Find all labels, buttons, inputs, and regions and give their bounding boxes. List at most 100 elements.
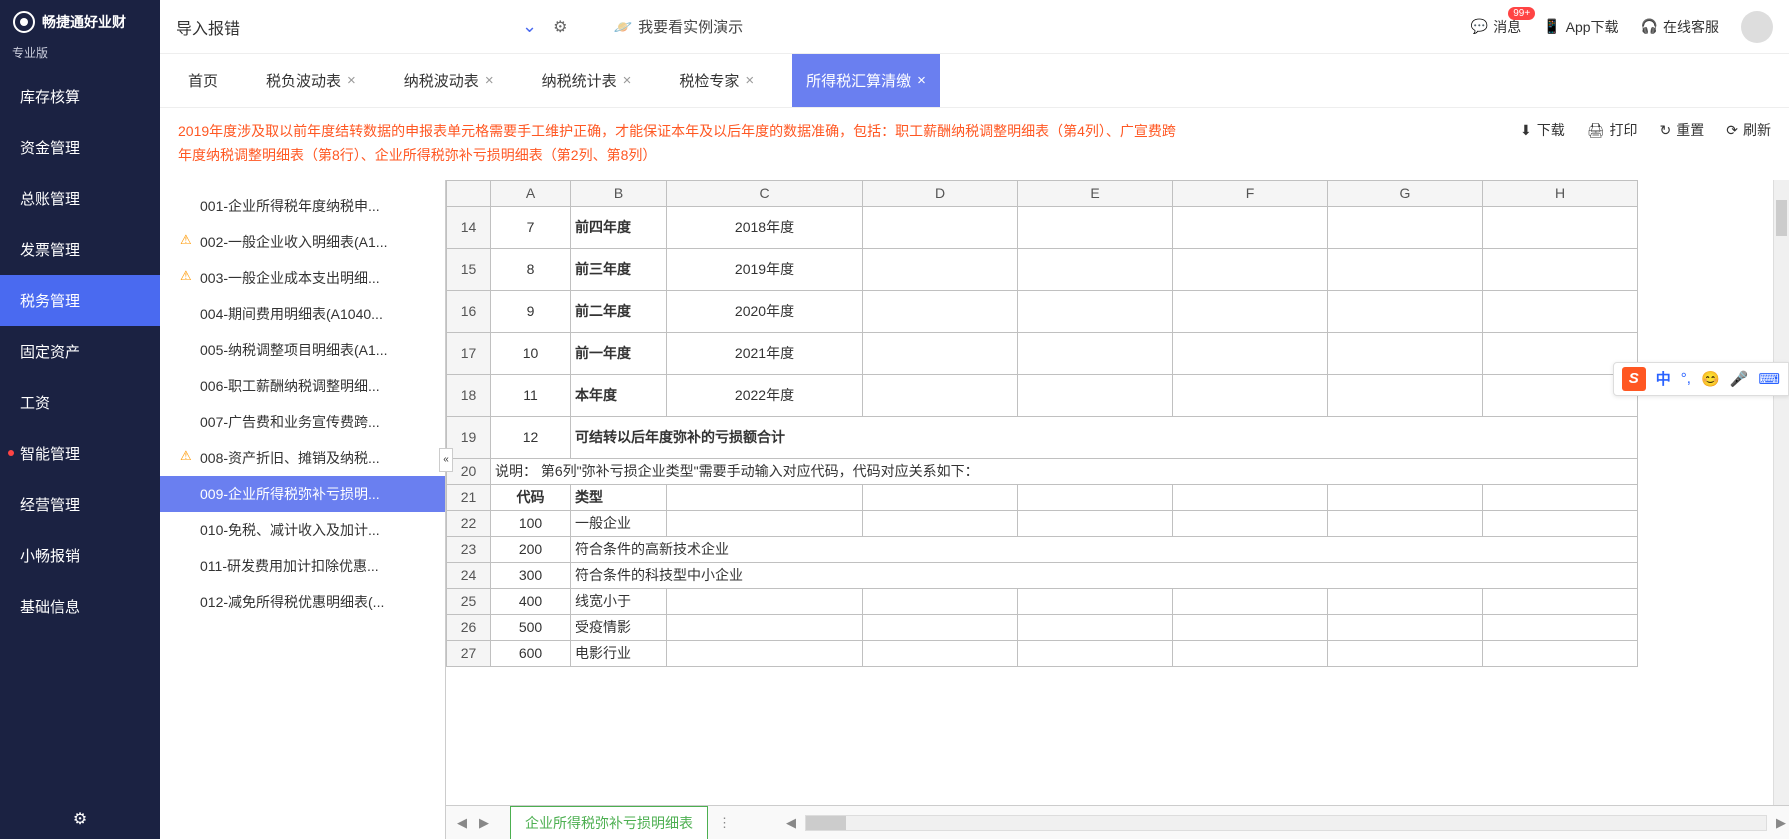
cell[interactable] [1173, 588, 1328, 614]
cell[interactable] [1173, 484, 1328, 510]
chevron-down-icon[interactable]: ⌄ [522, 16, 537, 37]
cell[interactable]: 说明： 第6列"弥补亏损企业类型"需要手动输入对应代码，代码对应关系如下： [491, 458, 1638, 484]
row-header[interactable]: 19 [447, 416, 491, 458]
row-header[interactable]: 24 [447, 562, 491, 588]
cell[interactable] [1173, 374, 1328, 416]
cell[interactable] [1483, 510, 1638, 536]
sidebar-item-2[interactable]: 总账管理 [0, 173, 160, 224]
cell[interactable]: 2018年度 [667, 206, 863, 248]
cell[interactable] [1483, 614, 1638, 640]
cell[interactable] [1018, 614, 1173, 640]
ime-keyboard-icon[interactable]: ⌨ [1758, 370, 1780, 388]
cell[interactable]: 一般企业 [571, 510, 667, 536]
cell[interactable] [863, 290, 1018, 332]
cell[interactable] [1173, 640, 1328, 666]
ime-emoji-icon[interactable]: 😊 [1701, 370, 1720, 388]
tree-item-4[interactable]: 005-纳税调整项目明细表(A1... [160, 332, 445, 368]
tree-item-11[interactable]: 012-减免所得税优惠明细表(... [160, 584, 445, 620]
cell[interactable] [1173, 206, 1328, 248]
cell[interactable] [1328, 640, 1483, 666]
row-header[interactable]: 16 [447, 290, 491, 332]
cell[interactable]: 100 [491, 510, 571, 536]
cell[interactable]: 代码 [491, 484, 571, 510]
row-header[interactable]: 15 [447, 248, 491, 290]
cell[interactable] [1483, 290, 1638, 332]
download-button[interactable]: ⬇下载 [1520, 120, 1565, 140]
close-icon[interactable]: × [623, 72, 632, 89]
col-header-G[interactable]: G [1328, 180, 1483, 206]
col-header-F[interactable]: F [1173, 180, 1328, 206]
cell[interactable]: 线宽小于 [571, 588, 667, 614]
cell[interactable] [1328, 374, 1483, 416]
cell[interactable] [863, 248, 1018, 290]
tree-item-9[interactable]: 010-免税、减计收入及加计... [160, 512, 445, 548]
cell[interactable] [1328, 290, 1483, 332]
cell[interactable] [667, 614, 863, 640]
tree-item-10[interactable]: 011-研发费用加计扣除优惠... [160, 548, 445, 584]
row-header[interactable]: 18 [447, 374, 491, 416]
hscroll-right-icon[interactable]: ▶ [1773, 815, 1789, 831]
cell[interactable] [1018, 290, 1173, 332]
row-header[interactable]: 25 [447, 588, 491, 614]
sidebar-item-7[interactable]: 智能管理 [0, 428, 160, 479]
sidebar-item-4[interactable]: 税务管理 [0, 275, 160, 326]
row-header[interactable]: 20 [447, 458, 491, 484]
cell[interactable] [1483, 588, 1638, 614]
sheet-nav-prev-icon[interactable]: ◀ [452, 813, 472, 833]
cell[interactable]: 8 [491, 248, 571, 290]
sidebar-item-5[interactable]: 固定资产 [0, 326, 160, 377]
cell[interactable] [1483, 484, 1638, 510]
cell[interactable] [1328, 206, 1483, 248]
cell[interactable] [863, 640, 1018, 666]
cell[interactable] [1018, 510, 1173, 536]
cell[interactable] [1483, 248, 1638, 290]
tree-item-0[interactable]: 001-企业所得税年度纳税申... [160, 188, 445, 224]
cell[interactable]: 10 [491, 332, 571, 374]
cell[interactable]: 400 [491, 588, 571, 614]
row-header[interactable]: 26 [447, 614, 491, 640]
tab-2[interactable]: 纳税波动表× [394, 62, 504, 99]
tab-5[interactable]: 所得税汇算清缴× [792, 54, 940, 107]
tree-item-8[interactable]: 009-企业所得税弥补亏损明... [160, 476, 445, 512]
cell[interactable]: 600 [491, 640, 571, 666]
cell[interactable] [1018, 588, 1173, 614]
cell[interactable] [863, 484, 1018, 510]
cell[interactable]: 前二年度 [571, 290, 667, 332]
tab-1[interactable]: 税负波动表× [256, 62, 366, 99]
cell[interactable]: 200 [491, 536, 571, 562]
cell[interactable] [667, 640, 863, 666]
col-header-H[interactable]: H [1483, 180, 1638, 206]
cell[interactable]: 9 [491, 290, 571, 332]
sheet-nav-next-icon[interactable]: ▶ [474, 813, 494, 833]
horizontal-scrollbar[interactable] [805, 815, 1767, 831]
cell[interactable]: 电影行业 [571, 640, 667, 666]
tree-item-2[interactable]: ⚠003-一般企业成本支出明细... [160, 260, 445, 296]
col-header-C[interactable]: C [667, 180, 863, 206]
cell[interactable] [863, 374, 1018, 416]
ime-toolbar[interactable]: S 中 °, 😊 🎤 ⌨ [1613, 362, 1789, 396]
cell[interactable] [1018, 332, 1173, 374]
row-header[interactable]: 21 [447, 484, 491, 510]
cell[interactable] [1328, 614, 1483, 640]
cell[interactable] [1328, 332, 1483, 374]
grid-corner[interactable] [447, 180, 491, 206]
cell[interactable] [1328, 588, 1483, 614]
cell[interactable] [667, 510, 863, 536]
cell[interactable] [1018, 484, 1173, 510]
cell[interactable] [1483, 206, 1638, 248]
row-header[interactable]: 23 [447, 536, 491, 562]
sidebar-item-8[interactable]: 经营管理 [0, 479, 160, 530]
demo-link[interactable]: 🪐 我要看实例演示 [613, 16, 743, 37]
ime-mic-icon[interactable]: 🎤 [1730, 370, 1749, 388]
close-icon[interactable]: × [485, 72, 494, 89]
cell[interactable]: 受疫情影 [571, 614, 667, 640]
service-link[interactable]: 🎧 在线客服 [1641, 17, 1719, 37]
cell[interactable] [1018, 248, 1173, 290]
vertical-scrollbar[interactable] [1773, 180, 1789, 805]
sidebar-item-9[interactable]: 小畅报销 [0, 530, 160, 581]
cell[interactable] [863, 332, 1018, 374]
cell[interactable] [1483, 640, 1638, 666]
sidebar-item-3[interactable]: 发票管理 [0, 224, 160, 275]
sidebar-item-0[interactable]: 库存核算 [0, 71, 160, 122]
cell[interactable]: 500 [491, 614, 571, 640]
